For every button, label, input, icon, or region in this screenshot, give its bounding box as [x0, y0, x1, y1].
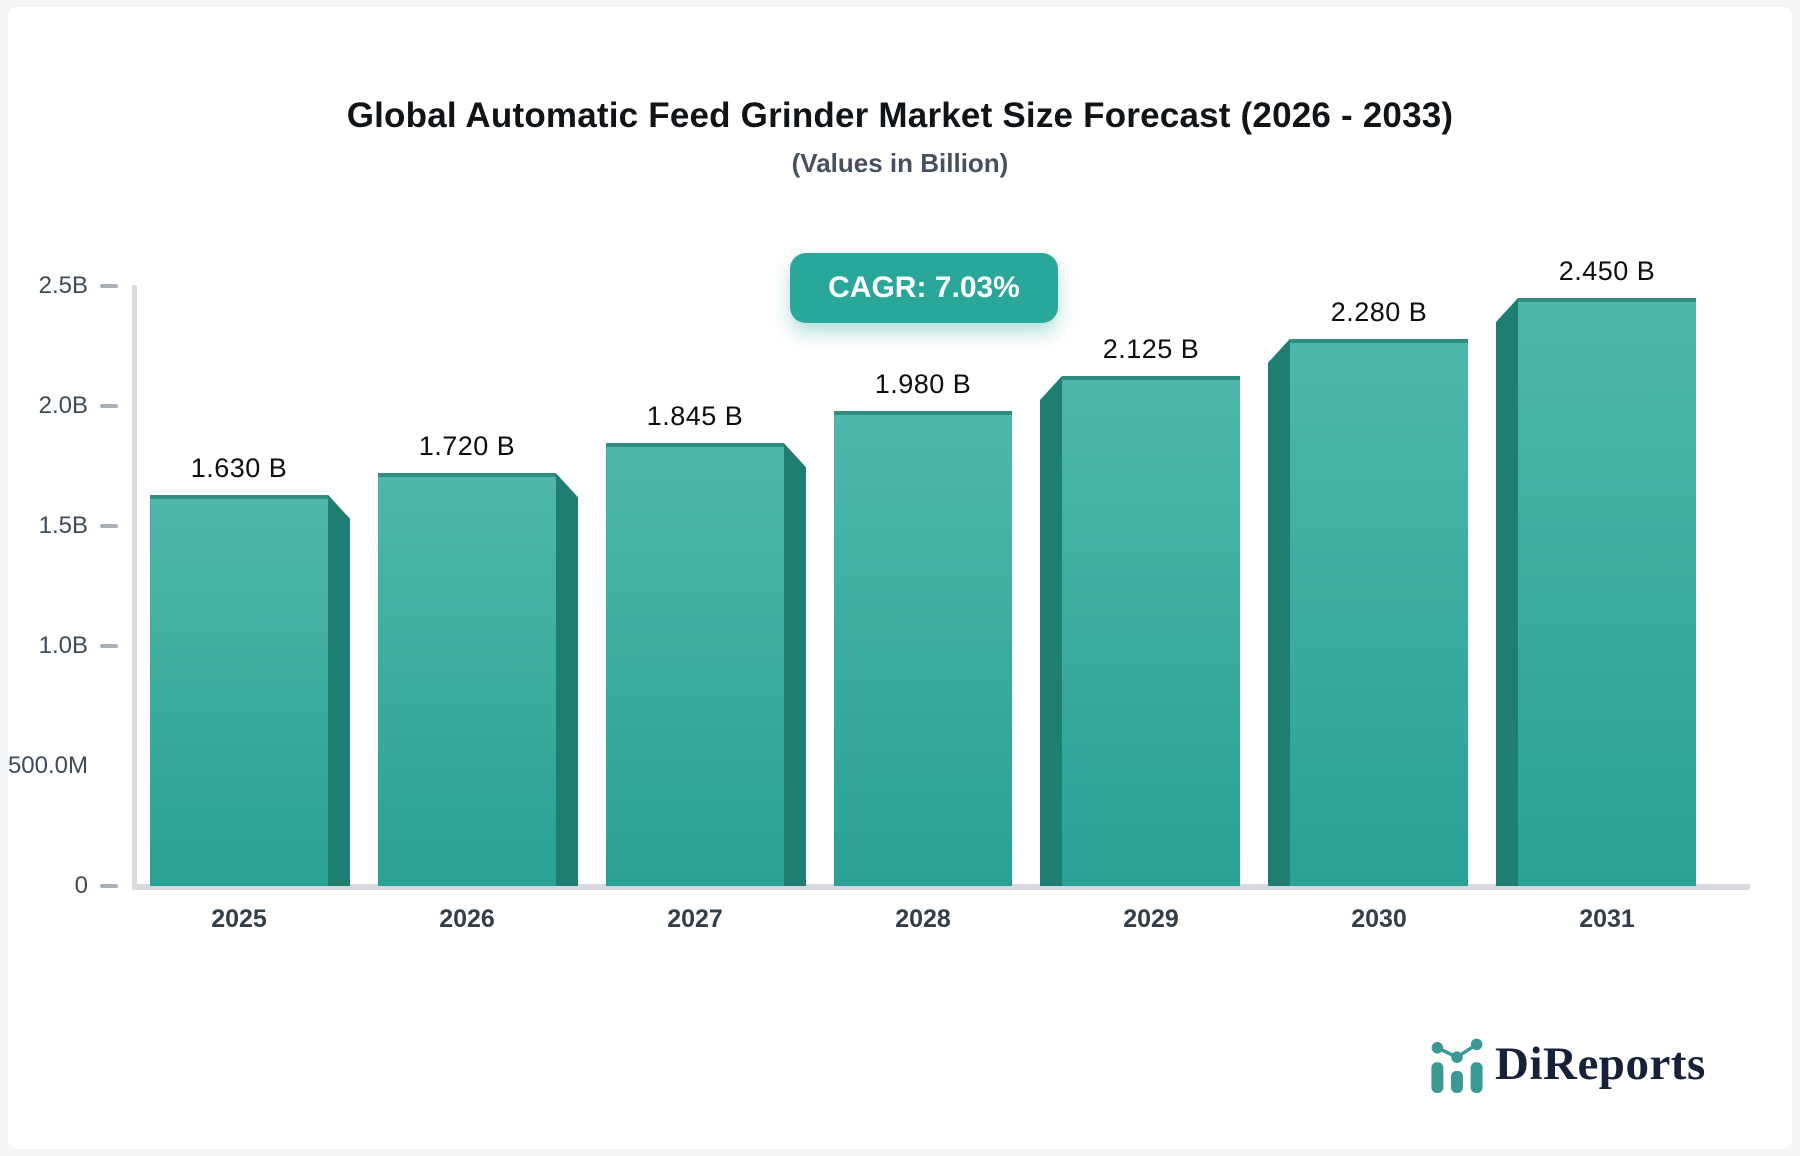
bar-2028 [834, 410, 1012, 886]
bar-2029 [1062, 376, 1240, 886]
y-tick-label: 500.0M [7, 752, 88, 779]
y-tick-dash [100, 404, 118, 408]
y-tick-dash [100, 644, 118, 648]
bar-2025 [150, 494, 328, 886]
bar-3d-side [1496, 298, 1518, 886]
y-tick-label: 2.0B [38, 392, 88, 419]
direports-logo-icon [1431, 1038, 1483, 1093]
bar-3d-side [556, 473, 578, 886]
x-axis-label: 2029 [1123, 905, 1179, 933]
x-axis-label: 2030 [1351, 905, 1407, 933]
bar-3d-side [1268, 338, 1290, 886]
y-tick-label: 0 [74, 872, 88, 899]
y-tick-label: 1.0B [38, 632, 88, 659]
y-tick-dash [100, 284, 118, 288]
bar-value-label: 2.450 B [1558, 256, 1656, 286]
bar-value-label: 1.720 B [418, 431, 516, 462]
x-axis-label: 2026 [439, 905, 495, 933]
bar-value-label: 2.125 B [1102, 334, 1200, 364]
bar-2031 [1518, 298, 1696, 886]
x-axis-label: 2025 [211, 905, 267, 933]
bar-value-label: 1.980 B [874, 368, 972, 399]
bar-value-label: 1.630 B [190, 452, 288, 483]
x-axis-label: 2028 [895, 905, 951, 933]
chart-title: Global Automatic Feed Grinder Market Siz… [346, 96, 1454, 135]
bar-3d-side [1040, 376, 1062, 886]
brand-logo: DiReports [1428, 1028, 1706, 1100]
brand-logo-text: DiReports [1495, 1038, 1706, 1090]
x-axis-label: 2027 [667, 905, 723, 933]
bar-2030 [1290, 338, 1468, 886]
y-tick-dash [100, 884, 118, 888]
chart-subtitle: (Values in Billion) [791, 148, 1009, 178]
y-tick-label: 2.5B [38, 272, 88, 299]
y-axis-line [132, 285, 137, 889]
bar-value-label: 1.845 B [646, 401, 744, 432]
x-axis-label: 2031 [1579, 905, 1635, 933]
cagr-badge-label: CAGR: 7.03% [828, 271, 1020, 304]
y-tick-dash [100, 524, 118, 528]
bar-value-label: 2.280 B [1330, 296, 1428, 327]
x-axis-baseline [132, 884, 1750, 890]
y-tick-label: 1.5B [38, 512, 88, 539]
bar-3d-side [328, 494, 350, 886]
bar-2026 [378, 473, 556, 886]
bar-2027 [606, 443, 784, 886]
chart-card: Global Automatic Feed Grinder Market Siz… [8, 7, 1792, 1149]
cagr-badge: CAGR: 7.03% [790, 253, 1058, 323]
bar-3d-side [784, 443, 806, 886]
